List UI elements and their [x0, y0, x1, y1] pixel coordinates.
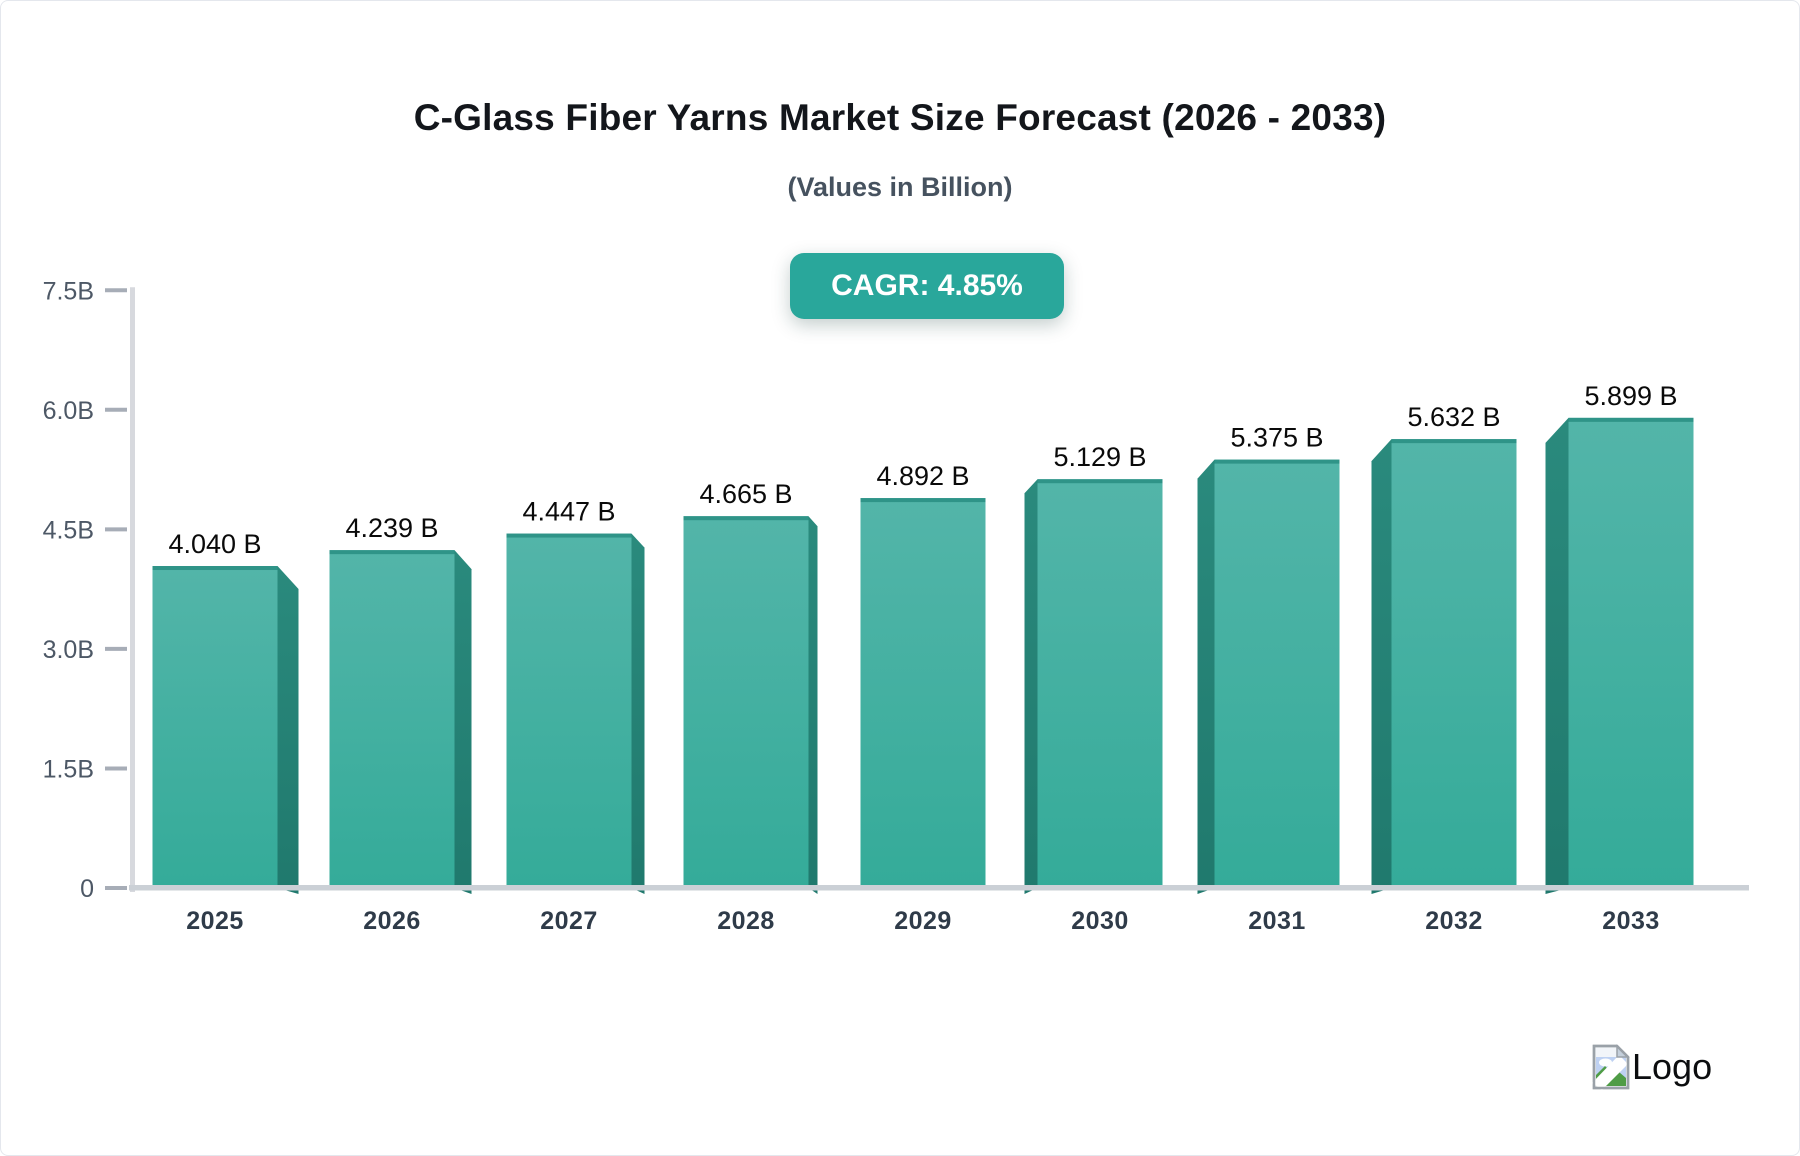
bar-top-edge: [1568, 417, 1694, 422]
bar-side-face: [1371, 439, 1392, 894]
chart-subtitle: (Values in Billion): [787, 172, 1013, 202]
bar-top-edge: [1391, 439, 1517, 444]
y-tick-label: 4.5B: [43, 516, 94, 544]
bar-2031: 5.375 B 2031: [1197, 423, 1340, 935]
bar-front-face: [506, 533, 632, 890]
bar-top-edge: [860, 498, 986, 503]
chart-title: C-Glass Fiber Yarns Market Size Forecast…: [413, 97, 1387, 138]
bar-side-face: [454, 550, 472, 894]
bar-front-face: [1214, 459, 1340, 890]
bar-top-edge: [1214, 459, 1340, 464]
bar-side-face: [808, 516, 818, 894]
bar-top-edge: [152, 566, 278, 571]
x-tick-label: 2030: [1071, 907, 1129, 935]
bar-side-face: [1024, 479, 1038, 894]
bar-front-face: [329, 550, 455, 890]
bar-front-face: [1391, 439, 1517, 890]
broken-image-icon: [1592, 1044, 1630, 1090]
bar-front-face: [860, 498, 986, 890]
bar-value-label: 5.632 B: [1407, 402, 1500, 432]
bar-side-face: [277, 566, 299, 894]
cagr-badge: CAGR: 4.85%: [790, 253, 1064, 319]
bar-2027: 4.447 B 2027: [506, 497, 645, 935]
logo: Logo: [1591, 1041, 1712, 1093]
y-tick-label: 1.5B: [43, 755, 94, 783]
y-tick-label: 3.0B: [43, 636, 94, 664]
x-tick-label: 2032: [1425, 907, 1483, 935]
x-tick-label: 2031: [1248, 907, 1306, 935]
y-axis-line: [130, 287, 135, 892]
x-tick-label: 2028: [717, 907, 775, 935]
bar-value-label: 5.375 B: [1230, 423, 1323, 453]
x-axis-baseline: [129, 885, 1749, 891]
bar-front-face: [1568, 417, 1694, 890]
bar-2025: 4.040 B 2025: [152, 529, 299, 935]
bar-value-label: 4.447 B: [522, 497, 615, 527]
bar-front-face: [683, 516, 809, 890]
x-tick-label: 2026: [363, 907, 421, 935]
x-tick-label: 2029: [894, 907, 952, 935]
bar-front-face: [1037, 479, 1163, 890]
bar-top-edge: [1037, 479, 1163, 484]
bar-value-label: 4.665 B: [699, 479, 792, 509]
y-tick-label: 6.0B: [43, 397, 94, 425]
bar-top-edge: [329, 550, 455, 555]
bar-value-label: 5.129 B: [1053, 442, 1146, 472]
bar-value-label: 4.892 B: [876, 461, 969, 491]
bar-2033: 5.899 B 2033: [1545, 381, 1694, 935]
bar-2030: 5.129 B 2030: [1024, 442, 1163, 935]
x-tick-label: 2027: [540, 907, 598, 935]
y-tick-label: 7.5B: [43, 277, 94, 305]
bar-2028: 4.665 B 2028: [683, 479, 818, 935]
bar-side-face: [1545, 417, 1569, 894]
bar-2029: 4.892 B 2029: [860, 461, 986, 935]
bar-front-face: [152, 566, 278, 890]
bar-value-label: 4.040 B: [168, 529, 261, 559]
bar-value-label: 4.239 B: [345, 513, 438, 543]
logo-alt-text: Logo: [1632, 1046, 1713, 1087]
bar-side-face: [631, 533, 645, 894]
x-tick-label: 2025: [186, 907, 244, 935]
bar-top-edge: [506, 533, 632, 538]
y-tick-label: 0: [80, 875, 94, 903]
bar-2026: 4.239 B 2026: [329, 513, 472, 935]
bar-2032: 5.632 B 2032: [1371, 402, 1517, 935]
bar-top-edge: [683, 516, 809, 521]
bar-value-label: 5.899 B: [1584, 381, 1677, 411]
x-tick-label: 2033: [1602, 907, 1660, 935]
bar-side-face: [1197, 459, 1215, 894]
